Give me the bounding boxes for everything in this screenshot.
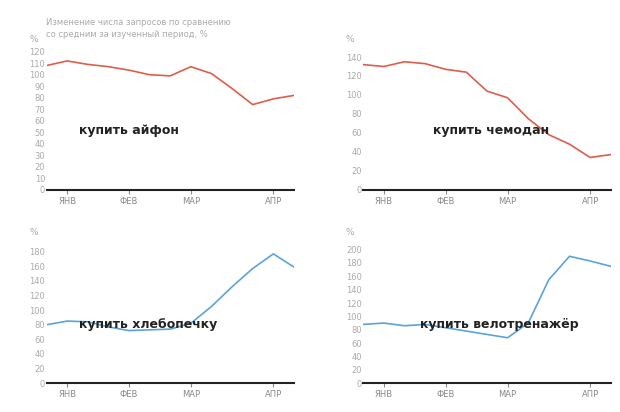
Text: %: % bbox=[346, 35, 355, 44]
Text: %: % bbox=[29, 228, 38, 237]
Text: %: % bbox=[29, 35, 38, 44]
Text: Изменение числа запросов по сравнению
со средним за изученный период, %: Изменение числа запросов по сравнению со… bbox=[46, 19, 231, 39]
Text: купить айфон: купить айфон bbox=[79, 124, 179, 137]
Text: купить чемодан: купить чемодан bbox=[433, 124, 549, 137]
Text: купить велотренажёр: купить велотренажёр bbox=[420, 318, 579, 331]
Text: %: % bbox=[346, 228, 355, 237]
Text: купить хлебопечку: купить хлебопечку bbox=[79, 318, 217, 331]
